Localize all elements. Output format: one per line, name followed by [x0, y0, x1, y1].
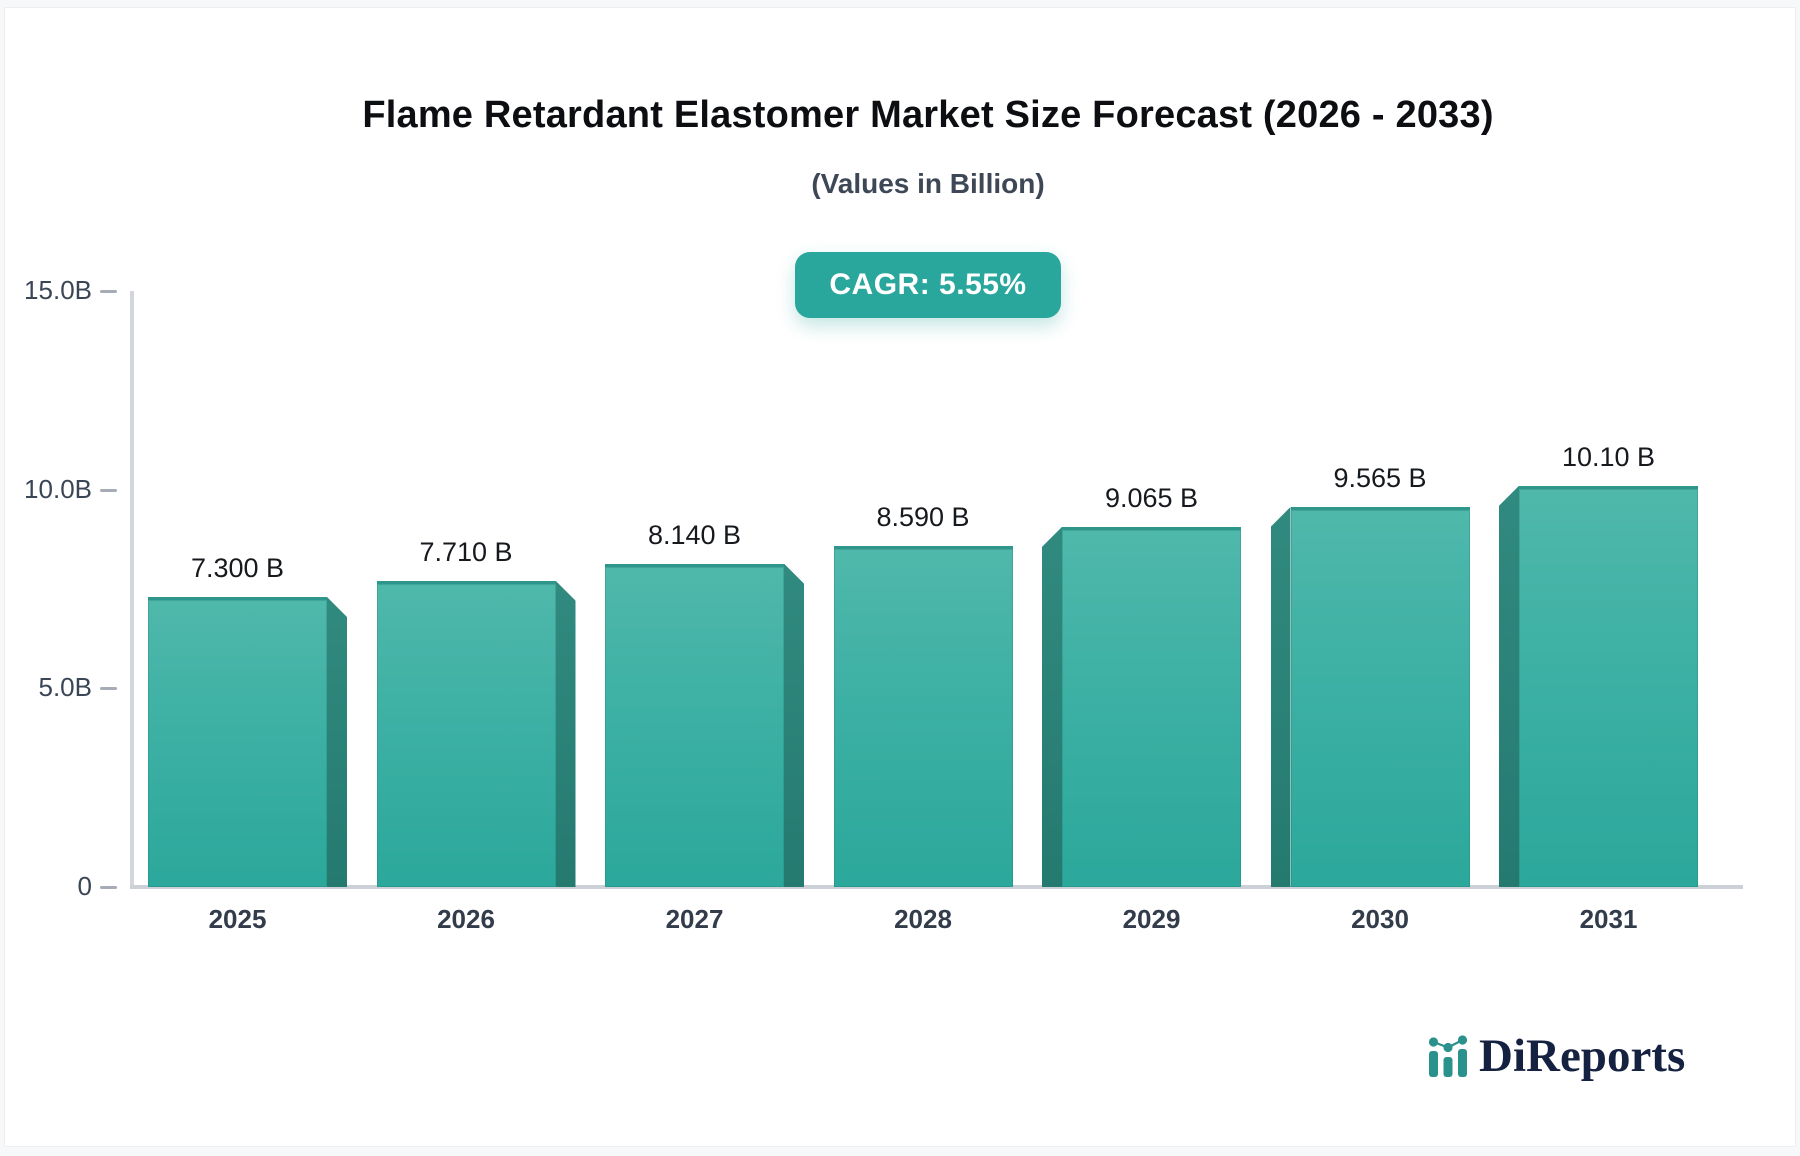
- bar-side-face: [327, 596, 347, 887]
- x-tick-label-2027: 2027: [665, 904, 724, 934]
- x-tick-label-2028: 2028: [894, 904, 952, 934]
- cagr-badge: CAGR: 5.55%: [795, 252, 1061, 318]
- bar-side-face: [555, 580, 576, 887]
- y-tick-mark: [100, 488, 117, 492]
- y-axis-line: [130, 291, 134, 889]
- y-tick-label: 15.0B: [24, 275, 92, 305]
- bar-value-label: 7.710 B: [419, 536, 513, 567]
- brand-name: DiReports: [1479, 1029, 1686, 1082]
- x-tick-label-2026: 2026: [437, 904, 495, 934]
- y-tick-label: 5.0B: [38, 672, 93, 703]
- y-tick-mark: [100, 886, 117, 889]
- bar-2028: [833, 545, 1013, 887]
- y-tick-label: 10.0B: [24, 473, 92, 504]
- x-axis-line: [130, 885, 1743, 889]
- bar-side-face: [784, 563, 804, 887]
- bar-2029: [1062, 526, 1241, 887]
- y-tick-mark: [100, 290, 117, 293]
- x-tick-label-2031: 2031: [1579, 904, 1638, 934]
- bar-side-face: [1270, 506, 1291, 887]
- cagr-badge-row: CAGR: 5.55%: [56, 252, 1800, 318]
- x-tick-label-2025: 2025: [208, 904, 267, 934]
- y-tick-mark: [100, 687, 117, 691]
- direports-bars-icon: [1428, 1035, 1468, 1077]
- bar-2025: [148, 596, 327, 887]
- bar-2030: [1290, 506, 1470, 887]
- bar-2027: [605, 563, 784, 887]
- y-tick-label: 0: [77, 871, 92, 901]
- brand-logo: DiReports: [1426, 1032, 1685, 1080]
- bar-value-label: 7.300 B: [190, 552, 285, 583]
- bar-2026: [376, 580, 556, 887]
- x-tick-label-2030: 2030: [1351, 904, 1409, 934]
- bar-side-face: [1042, 526, 1062, 887]
- chart-title: Flame Retardant Elastomer Market Size Fo…: [362, 94, 1494, 136]
- bar-value-label: 8.140 B: [647, 519, 742, 550]
- bar-value-label: 9.565 B: [1333, 462, 1427, 493]
- chart-subtitle: (Values in Billion): [811, 168, 1045, 199]
- bar-value-label: 8.590 B: [876, 501, 970, 532]
- x-tick-label-2029: 2029: [1122, 904, 1181, 934]
- bar-2031: [1519, 485, 1698, 887]
- bar-value-label: 10.10 B: [1561, 441, 1656, 472]
- bar-side-face: [1499, 485, 1519, 887]
- bar-value-label: 9.065 B: [1104, 482, 1199, 513]
